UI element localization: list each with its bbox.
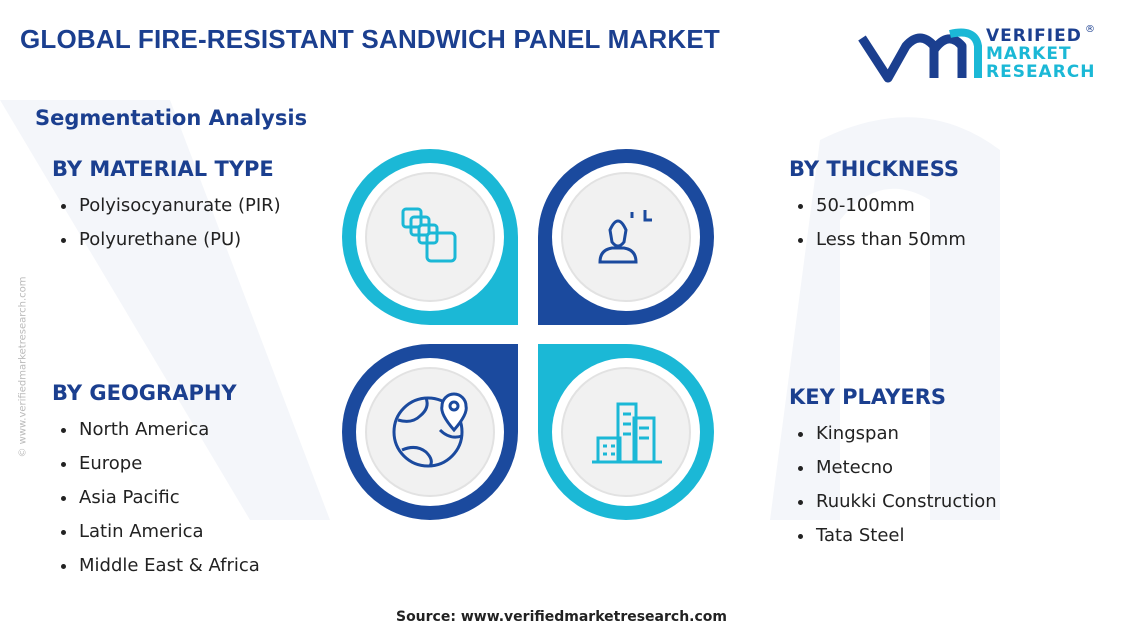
segment-item: 50-100mm (815, 189, 1089, 223)
segment-item: Less than 50mm (815, 223, 1089, 257)
segment-item: Ruukki Construction (815, 485, 1089, 519)
logo-text: MARKET (986, 44, 1072, 64)
segment-item: Latin America (78, 515, 352, 549)
logo-mark: ® (1085, 24, 1095, 35)
title: GLOBAL FIRE-RESISTANT SANDWICH PANEL MAR… (20, 24, 720, 54)
segment-heading: BY MATERIAL TYPE (52, 157, 274, 181)
segment-item: Kingspan (815, 417, 1089, 451)
segment-graphic (342, 149, 714, 520)
segment-item: Tata Steel (815, 519, 1089, 553)
segment: BY GEOGRAPHY North AmericaEuropeAsia Paci… (52, 381, 352, 583)
segment-item: Middle East & Africa (78, 549, 352, 583)
segment-heading: BY GEOGRAPHY (52, 381, 237, 405)
segment-item: Metecno (815, 451, 1089, 485)
segment-list: North AmericaEuropeAsia PacificLatin Ame… (52, 413, 352, 583)
segment: KEY PLAYERS KingspanMetecnoRuukki Constru… (789, 385, 1089, 553)
logo: VERIFIED MARKET RESEARCH (986, 27, 1096, 81)
segment: BY THICKNESS 50-100mmLess than 50mm (789, 157, 1089, 257)
segment-item: Asia Pacific (78, 481, 352, 515)
logo-text: VERIFIED (986, 26, 1082, 46)
watermark: © www.verifiedmarketresearch.com (17, 276, 29, 458)
subtitle: Segmentation Analysis (35, 106, 308, 130)
segment-list: KingspanMetecnoRuukki ConstructionTata S… (789, 417, 1089, 553)
logo-text: RESEARCH (986, 62, 1096, 82)
source: Source: www.verifiedmarketresearch.com (395, 609, 727, 625)
segment-list: 50-100mmLess than 50mm (789, 189, 1089, 257)
segment-heading: BY THICKNESS (789, 157, 959, 181)
segment-item: North America (78, 413, 352, 447)
segment-list: Polyisocyanurate (PIR)Polyurethane (PU) (52, 189, 352, 257)
segment-item: Polyurethane (PU) (78, 223, 352, 257)
segment-item: Europe (78, 447, 352, 481)
segment-item: Polyisocyanurate (PIR) (78, 189, 352, 223)
segment-heading: KEY PLAYERS (789, 385, 946, 409)
segment: BY MATERIAL TYPE Polyisocyanurate (PIR)Po… (52, 157, 352, 257)
